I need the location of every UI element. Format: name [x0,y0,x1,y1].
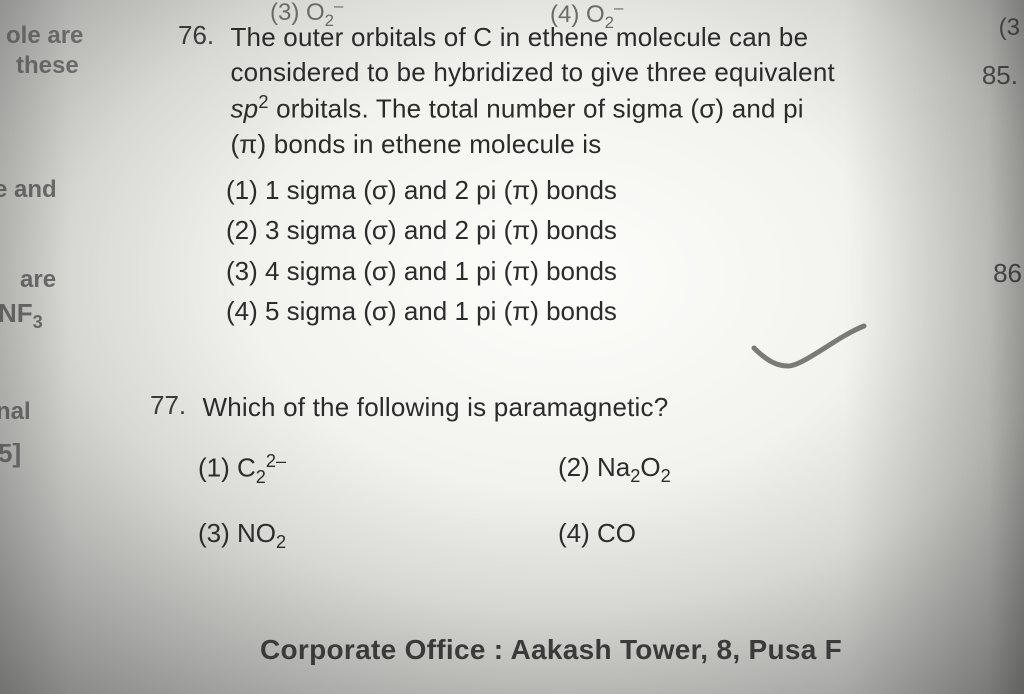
q76-text: The outer orbitals of C in ethene molecu… [230,20,834,162]
left-cutoff-column: ole are these e and are NF3 nal 5] [0,0,110,694]
q76-line2: considered to be hybridized to give thre… [230,57,834,87]
q77-option-1: (1) C22– [198,447,558,491]
question-77: 77. Which of the following is paramagnet… [150,390,930,557]
corporate-footer: Corporate Office : Aakash Tower, 8, Pusa… [260,634,842,666]
left-frag-1b: these [16,52,79,80]
left-frag-4a: nal [0,398,31,426]
right-frag-0: (3 [999,14,1020,42]
q76-options: (1) 1 sigma (σ) and 2 pi (π) bonds (2) 3… [226,170,938,331]
left-frag-4b: 5] [0,438,21,469]
q77-options: (1) C22– (2) Na2O2 (3) NO2 (4) CO [198,447,930,556]
q76-line4: (π) bonds in ethene molecule is [230,129,601,159]
q76-option-3: (3) 4 sigma (σ) and 1 pi (π) bonds [226,251,938,291]
q76-line3-post: orbitals. The total number of sigma (σ) … [269,94,804,124]
q77-option-4: (4) CO [558,513,636,556]
q76-option-1: (1) 1 sigma (σ) and 2 pi (π) bonds [226,170,938,210]
q76-sp-sup: 2 [258,92,268,112]
left-frag-2: e and [0,176,57,204]
right-frag-2: 86 [993,258,1022,289]
q76-number: 76. [178,20,226,51]
page-photo: (3) O2– (4) O2– ole are these e and are … [0,0,1024,694]
q76-line1: The outer orbitals of C in ethene molecu… [230,22,808,52]
right-cutoff-column: (3 85. 86 [954,0,1024,694]
question-76: 76. The outer orbitals of C in ethene mo… [178,20,938,331]
right-frag-1: 85. [982,60,1018,91]
q77-number: 77. [150,390,198,421]
checkmark-icon [748,322,948,372]
q77-option-3: (3) NO2 [198,513,558,556]
q76-sp: sp [230,94,258,124]
left-frag-3a: are [20,266,56,294]
q76-option-2: (2) 3 sigma (σ) and 2 pi (π) bonds [226,210,938,250]
q77-option-2: (2) Na2O2 [558,447,671,491]
q77-text: Which of the following is paramagnetic? [202,390,668,425]
left-frag-1a: ole are [6,22,83,50]
left-frag-3b: NF3 [0,298,43,333]
